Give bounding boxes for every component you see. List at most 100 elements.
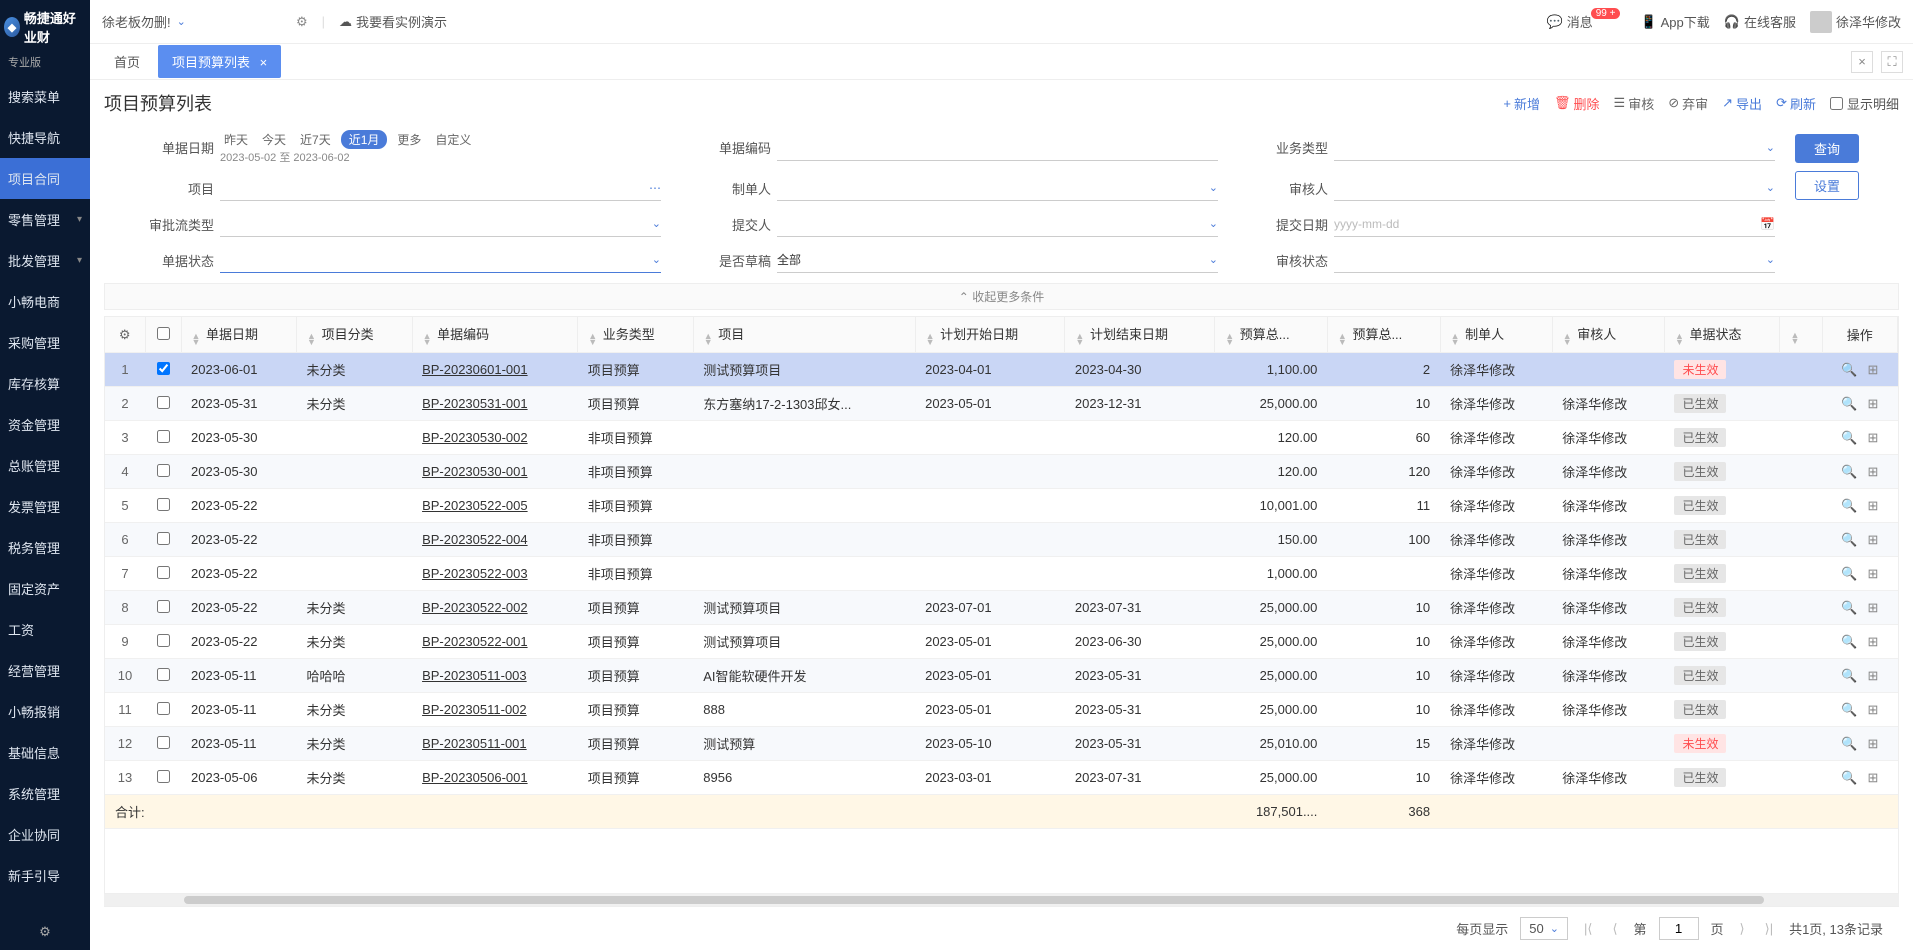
row-checkbox[interactable] xyxy=(157,362,170,375)
collapse-toggle[interactable]: ⌃ 收起更多条件 xyxy=(104,283,1899,310)
select-flow-type[interactable]: ⌄ xyxy=(220,211,661,237)
row-checkbox[interactable] xyxy=(157,532,170,545)
per-page-select[interactable]: 50⌄ xyxy=(1520,917,1568,940)
sidebar-item-3[interactable]: 零售管理▾ xyxy=(0,199,90,240)
config-button[interactable]: 设置 xyxy=(1795,171,1859,200)
th-col-11[interactable]: ▲▼ 单据状态 xyxy=(1664,317,1780,353)
row-checkbox[interactable] xyxy=(157,736,170,749)
more-icon[interactable]: ⊞ xyxy=(1867,396,1878,412)
cell-code-link[interactable]: BP-20230601-001 xyxy=(422,362,528,377)
cell-code-link[interactable]: BP-20230511-003 xyxy=(422,668,527,683)
sidebar-item-9[interactable]: 总账管理 xyxy=(0,445,90,486)
gear-icon[interactable]: ⚙ xyxy=(296,14,308,30)
view-icon[interactable]: 🔍 xyxy=(1841,736,1857,752)
select-biz-type[interactable]: ⌄ xyxy=(1334,135,1775,161)
next-page-button[interactable]: ⟩ xyxy=(1736,921,1749,937)
row-checkbox[interactable] xyxy=(157,702,170,715)
fullscreen-button[interactable]: ⛶ xyxy=(1881,51,1903,73)
select-submitter[interactable]: ⌄ xyxy=(777,211,1218,237)
view-icon[interactable]: 🔍 xyxy=(1841,600,1857,616)
cell-code-link[interactable]: BP-20230530-001 xyxy=(422,464,528,479)
tab-close-button[interactable]: × xyxy=(1851,51,1873,73)
sidebar-item-1[interactable]: 快捷导航 xyxy=(0,117,90,158)
tab-home[interactable]: 首页 xyxy=(100,45,154,78)
sidebar-item-2[interactable]: 项目合同 xyxy=(0,158,90,199)
view-icon[interactable]: 🔍 xyxy=(1841,634,1857,650)
row-checkbox[interactable] xyxy=(157,668,170,681)
th-col-4[interactable]: ▲▼ 项目 xyxy=(693,317,915,353)
table-row[interactable]: 12023-06-01未分类BP-20230601-001项目预算测试预算项目2… xyxy=(105,353,1898,387)
add-button[interactable]: +新增 xyxy=(1503,94,1540,113)
row-checkbox[interactable] xyxy=(157,600,170,613)
input-bill-code[interactable] xyxy=(777,135,1218,161)
more-icon[interactable]: ⊞ xyxy=(1867,464,1878,480)
user-menu[interactable]: 徐泽华修改 xyxy=(1810,11,1901,33)
cell-code-link[interactable]: BP-20230522-005 xyxy=(422,498,528,513)
th-col-0[interactable]: ▲▼ 单据日期 xyxy=(181,317,297,353)
tab-budget-list[interactable]: 项目预算列表 × xyxy=(158,45,281,78)
select-maker[interactable]: ⌄ xyxy=(777,175,1218,201)
input-project[interactable]: ⋯ xyxy=(220,175,661,201)
row-checkbox[interactable] xyxy=(157,770,170,783)
more-icon[interactable]: ⊞ xyxy=(1867,362,1878,378)
cell-code-link[interactable]: BP-20230530-002 xyxy=(422,430,528,445)
th-col-7[interactable]: ▲▼ 预算总... xyxy=(1215,317,1328,353)
view-icon[interactable]: 🔍 xyxy=(1841,770,1857,786)
sidebar-item-17[interactable]: 系统管理 xyxy=(0,773,90,814)
sidebar-item-8[interactable]: 资金管理 xyxy=(0,404,90,445)
view-icon[interactable]: 🔍 xyxy=(1841,464,1857,480)
more-icon[interactable]: ⊞ xyxy=(1867,668,1878,684)
th-col-8[interactable]: ▲▼ 预算总... xyxy=(1327,317,1440,353)
audit-button[interactable]: ☰审核 xyxy=(1614,94,1655,113)
sidebar-item-14[interactable]: 经营管理 xyxy=(0,650,90,691)
cell-code-link[interactable]: BP-20230511-002 xyxy=(422,702,527,717)
abandon-button[interactable]: ⊘弃审 xyxy=(1668,94,1708,113)
table-row[interactable]: 92023-05-22未分类BP-20230522-001项目预算测试预算项目2… xyxy=(105,625,1898,659)
sidebar-item-11[interactable]: 税务管理 xyxy=(0,527,90,568)
search-button[interactable]: 查询 xyxy=(1795,134,1859,163)
table-row[interactable]: 62023-05-22BP-20230522-004非项目预算150.00100… xyxy=(105,523,1898,557)
row-checkbox[interactable] xyxy=(157,396,170,409)
cell-code-link[interactable]: BP-20230506-001 xyxy=(422,770,528,785)
delete-button[interactable]: 🗑删除 xyxy=(1554,94,1600,113)
last-page-button[interactable]: ⟩| xyxy=(1761,921,1777,937)
sidebar-item-6[interactable]: 采购管理 xyxy=(0,322,90,363)
message-button[interactable]: 💬 消息 99 + xyxy=(1547,12,1627,31)
date-chip[interactable]: 今天 xyxy=(258,130,290,149)
view-icon[interactable]: 🔍 xyxy=(1841,532,1857,548)
more-icon[interactable]: ⊞ xyxy=(1867,600,1878,616)
sidebar-item-16[interactable]: 基础信息 xyxy=(0,732,90,773)
table-row[interactable]: 22023-05-31未分类BP-20230531-001项目预算东方塞纳17-… xyxy=(105,387,1898,421)
more-icon[interactable]: ⊞ xyxy=(1867,770,1878,786)
table-row[interactable]: 82023-05-22未分类BP-20230522-002项目预算测试预算项目2… xyxy=(105,591,1898,625)
sidebar-item-10[interactable]: 发票管理 xyxy=(0,486,90,527)
more-icon[interactable]: ⊞ xyxy=(1867,532,1878,548)
sidebar-item-18[interactable]: 企业协同 xyxy=(0,814,90,855)
date-chip[interactable]: 昨天 xyxy=(220,130,252,149)
th-col-2[interactable]: ▲▼ 单据编码 xyxy=(412,317,578,353)
table-row[interactable]: 72023-05-22BP-20230522-003非项目预算1,000.00徐… xyxy=(105,557,1898,591)
horizontal-scrollbar[interactable] xyxy=(104,894,1899,906)
first-page-button[interactable]: |⟨ xyxy=(1580,921,1596,937)
detail-checkbox[interactable] xyxy=(1830,97,1843,110)
table-row[interactable]: 112023-05-11未分类BP-20230511-002项目预算888202… xyxy=(105,693,1898,727)
date-chip[interactable]: 近1月 xyxy=(341,130,388,149)
view-icon[interactable]: 🔍 xyxy=(1841,396,1857,412)
cell-code-link[interactable]: BP-20230531-001 xyxy=(422,396,528,411)
date-chip[interactable]: 自定义 xyxy=(431,130,475,149)
table-row[interactable]: 42023-05-30BP-20230530-001非项目预算120.00120… xyxy=(105,455,1898,489)
date-chip[interactable]: 近7天 xyxy=(296,130,335,149)
th-col-3[interactable]: ▲▼ 业务类型 xyxy=(578,317,694,353)
row-checkbox[interactable] xyxy=(157,566,170,579)
cell-code-link[interactable]: BP-20230511-001 xyxy=(422,736,527,751)
cell-code-link[interactable]: BP-20230522-002 xyxy=(422,600,528,615)
table-row[interactable]: 122023-05-11未分类BP-20230511-001项目预算测试预算20… xyxy=(105,727,1898,761)
sidebar-item-12[interactable]: 固定资产 xyxy=(0,568,90,609)
row-checkbox[interactable] xyxy=(157,430,170,443)
service-button[interactable]: 🎧 在线客服 xyxy=(1724,12,1796,31)
table-row[interactable]: 102023-05-11哈哈哈BP-20230511-003项目预算AI智能软硬… xyxy=(105,659,1898,693)
th-gear[interactable]: ⚙ xyxy=(105,317,145,353)
row-checkbox[interactable] xyxy=(157,634,170,647)
th-extra[interactable]: ▲▼ xyxy=(1780,317,1822,353)
page-input[interactable] xyxy=(1659,917,1699,940)
